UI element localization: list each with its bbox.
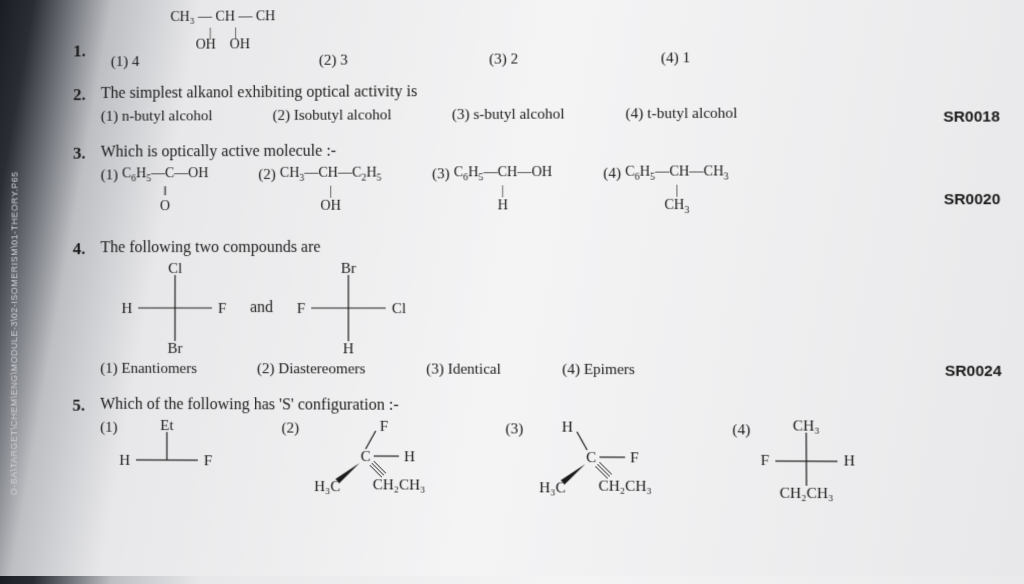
svg-text:H: H: [119, 453, 130, 469]
q2-number: 2.: [73, 85, 86, 105]
q4-stem: The following two compounds are: [101, 238, 1012, 257]
svg-text:F: F: [380, 419, 388, 435]
q4-sr: SR0024: [945, 363, 1002, 381]
svg-text:Et: Et: [160, 418, 174, 434]
q4-structure-1: Cl Br H F: [120, 263, 230, 353]
svg-text:F: F: [760, 453, 769, 469]
q2-sr: SR0018: [943, 109, 1000, 127]
q1-opt4: (4) 1: [661, 51, 691, 68]
svg-text:CH₂CH₃: CH₂CH₃: [780, 486, 834, 503]
q1-formula-top: CH₃ — CH — CH: [170, 10, 275, 25]
q3-opt4: (4) C6H5—CH—CH3|CH3: [603, 166, 729, 217]
svg-text:Cl: Cl: [392, 301, 406, 317]
svg-text:F: F: [203, 453, 211, 469]
page-content: 1. CH₃ — CH — CH | | OH OH (1) 4 (2) 3 (…: [60, 0, 1024, 584]
q3-sr: SR0020: [944, 191, 1001, 208]
q4-opt4: (4) Epimers: [562, 362, 635, 379]
q1-opt1: (1) 4: [111, 54, 140, 71]
spine-label: O-BA\TARGET\CHEM\ENG\MODULE-3\02-ISOMERI…: [9, 171, 20, 495]
q4-opt2: (2) Diastereomers: [257, 361, 365, 378]
svg-text:F: F: [297, 301, 305, 317]
q5-stem: Which of the following has 'S' configura…: [100, 396, 1012, 417]
q5-opt3: (3) C H F H₃C CH₂CH₃: [505, 421, 660, 498]
question-2: 2. The simplest alkanol exhibiting optic…: [101, 80, 1011, 126]
question-3: 3. Which is optically active molecule :-…: [101, 140, 1011, 217]
q1-opt2: (2) 3: [319, 53, 348, 70]
q4-opt3: (3) Identical: [426, 362, 501, 379]
svg-text:C: C: [586, 450, 596, 466]
q4-and: and: [250, 299, 273, 317]
svg-text:Br: Br: [168, 341, 183, 357]
q3-opt4-pre: (4): [603, 166, 621, 183]
svg-text:CH₂CH₃: CH₂CH₃: [373, 477, 426, 494]
q5-opt1-pre: (1): [100, 420, 117, 437]
q5-opt3-pre: (3): [505, 421, 523, 438]
svg-text:H: H: [844, 453, 856, 469]
svg-text:H: H: [404, 449, 415, 465]
q2-opt1: (1) n-butyl alcohol: [101, 109, 213, 126]
q3-stem: Which is optically active molecule :-: [101, 140, 1011, 162]
q5-opt4: (4) CH₃ F H CH₂CH₃: [732, 422, 858, 499]
q3-opt2: (2) CH3—CH—C2H5|OH: [258, 167, 381, 215]
question-4: 4. The following two compounds are Cl Br…: [100, 238, 1012, 380]
q1-structure: CH₃ — CH — CH | | OH OH: [170, 10, 275, 54]
q2-opt3: (3) s-butyl alcohol: [452, 107, 564, 125]
q5-opt1: (1) Et H F: [100, 420, 211, 491]
q3-number: 3.: [73, 144, 86, 164]
q4-structure-2: Br H F Cl: [293, 263, 404, 354]
q5-number: 5.: [72, 396, 85, 416]
q2-opt4: (4) t-butyl alcohol: [626, 106, 738, 124]
question-5: 5. Which of the following has 'S' config…: [100, 396, 1013, 501]
q1-formula-bot: OH OH: [170, 38, 275, 53]
q3-opt1-pre: (1): [101, 168, 118, 185]
q3-opt1: (1) C6H5—C—OH‖O: [101, 167, 209, 215]
q4-opt1: (1) Enantiomers: [100, 361, 197, 378]
svg-text:Cl: Cl: [168, 261, 182, 277]
q3-opt3: (3) C6H5—CH—OH|H: [432, 166, 552, 214]
q5-opt2-pre: (2): [282, 421, 300, 438]
svg-text:F: F: [218, 301, 226, 317]
q1-number: 1.: [73, 41, 86, 61]
svg-text:F: F: [630, 450, 639, 466]
svg-text:H₃C: H₃C: [539, 480, 566, 496]
svg-text:C: C: [361, 449, 371, 465]
q5-opt4-pre: (4): [732, 422, 750, 439]
svg-text:Br: Br: [341, 261, 356, 277]
svg-text:H: H: [561, 420, 572, 436]
svg-text:H: H: [343, 341, 354, 357]
q3-opt3-pre: (3): [432, 167, 450, 184]
q5-opt2: (2) C F H H₃C CH₂CH₃: [282, 421, 435, 497]
svg-text:CH₃: CH₃: [793, 418, 820, 435]
q4-number: 4.: [73, 239, 86, 259]
q3-opt2-pre: (2): [258, 167, 276, 184]
svg-text:H: H: [121, 301, 132, 317]
q1-opt3: (3) 2: [489, 52, 518, 69]
q2-stem: The simplest alkanol exhibiting optical …: [101, 80, 1010, 103]
svg-text:H₃C: H₃C: [314, 479, 340, 495]
svg-text:CH₂CH₃: CH₂CH₃: [598, 479, 651, 496]
q2-opt2: (2) Isobutyl alcohol: [273, 108, 392, 126]
question-1: 1. CH₃ — CH — CH | | OH OH (1) 4 (2) 3 (…: [101, 4, 1010, 71]
